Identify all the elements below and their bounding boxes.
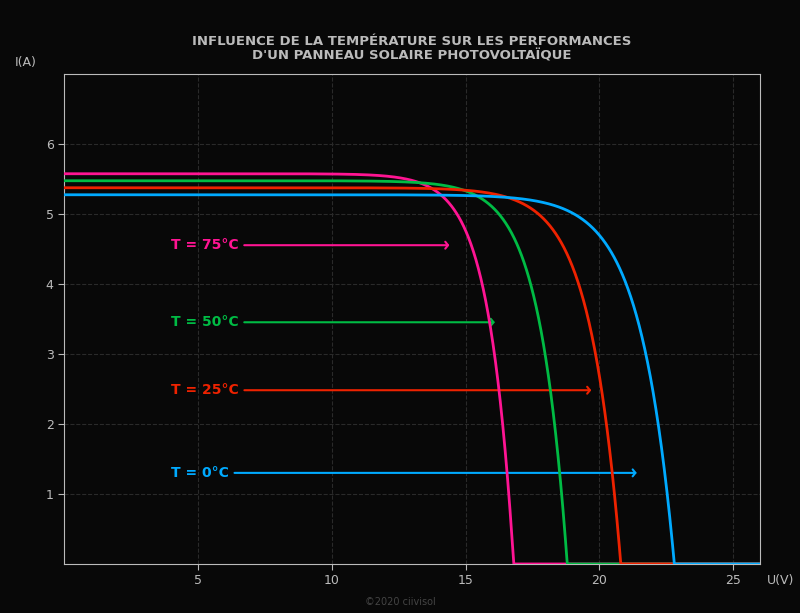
Title: INFLUENCE DE LA TEMPÉRATURE SUR LES PERFORMANCES
D'UN PANNEAU SOLAIRE PHOTOVOLTA: INFLUENCE DE LA TEMPÉRATURE SUR LES PERF… [192,34,632,63]
Text: T = 75°C: T = 75°C [171,238,448,252]
Y-axis label: I(A): I(A) [14,56,37,69]
Text: ©2020 ciivisol: ©2020 ciivisol [365,597,435,607]
Text: T = 25°C: T = 25°C [171,383,590,397]
Text: T = 50°C: T = 50°C [171,315,494,329]
Text: T = 0°C: T = 0°C [171,466,635,480]
X-axis label: U(V): U(V) [767,574,794,587]
